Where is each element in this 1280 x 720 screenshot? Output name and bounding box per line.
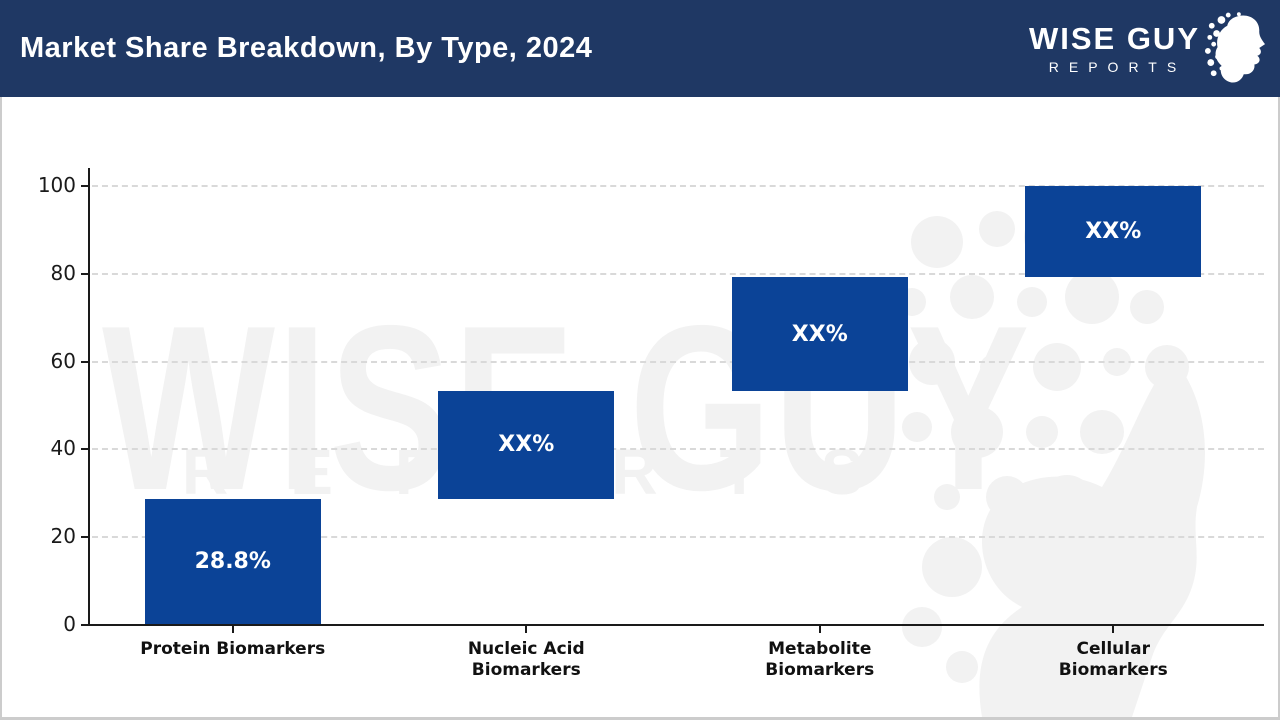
gridline: [92, 536, 1264, 539]
category-label-line: Protein Biomarkers: [140, 639, 326, 659]
category-label-line: Biomarkers: [1058, 660, 1168, 680]
category-label-line: Nucleic Acid: [467, 639, 585, 659]
bar-value-label: XX%: [498, 432, 555, 458]
y-tick: [81, 624, 88, 626]
category-label-line: Cellular: [1076, 639, 1150, 659]
wise-guy-logo: WISE GUY REPORTS: [1016, 6, 1266, 92]
gridline: [92, 360, 1264, 363]
bar: XX%: [1025, 186, 1202, 278]
gridline: [92, 448, 1264, 451]
y-tick-label: 20: [50, 524, 76, 549]
y-tick: [81, 185, 88, 187]
y-tick: [81, 272, 88, 275]
gridline: [92, 272, 1264, 275]
bar: XX%: [438, 391, 615, 499]
y-tick-label: 0: [63, 612, 76, 636]
logo-text: WISE GUY REPORTS: [1029, 22, 1200, 76]
category-label: Metabolite Biomarkers: [673, 639, 967, 681]
bar-value-label: XX%: [791, 321, 848, 347]
logo-face-icon: [1204, 12, 1266, 83]
y-tick-label: 100: [37, 173, 76, 197]
page-title: Market Share Breakdown, By Type, 2024: [20, 32, 593, 64]
logo-wordmark: WISE GUY: [1028, 21, 1200, 56]
y-tick-label: 40: [50, 436, 76, 461]
bar: XX%: [731, 277, 908, 391]
gridline: [92, 185, 1264, 187]
bar-value-label: 28.8%: [194, 549, 271, 575]
x-tick: [818, 626, 821, 633]
bar-value-label: XX%: [1085, 219, 1142, 245]
category-label: Protein Biomarkers: [86, 639, 380, 660]
y-tick-label: 80: [50, 260, 76, 285]
category-label: Cellular Biomarkers: [966, 639, 1260, 681]
x-tick: [231, 626, 234, 633]
logo-subtitle: REPORTS: [1048, 59, 1187, 75]
x-tick: [1112, 626, 1115, 633]
category-label-line: Metabolite: [768, 639, 872, 659]
bar: 28.8%: [144, 498, 321, 625]
y-tick-label: 60: [50, 348, 76, 373]
chart-area: WISE GUY REPORTS: [0, 97, 1280, 720]
x-tick: [525, 626, 528, 633]
y-tick: [81, 536, 88, 539]
category-label-line: Biomarkers: [471, 660, 581, 680]
y-tick: [81, 360, 88, 363]
header-bar: Market Share Breakdown, By Type, 2024 WI…: [0, 0, 1280, 97]
y-axis-line: [88, 168, 90, 626]
category-label: Nucleic Acid Biomarkers: [379, 639, 673, 681]
category-label-line: Biomarkers: [765, 660, 875, 680]
y-tick: [81, 448, 88, 451]
x-axis-line: [88, 624, 1264, 626]
